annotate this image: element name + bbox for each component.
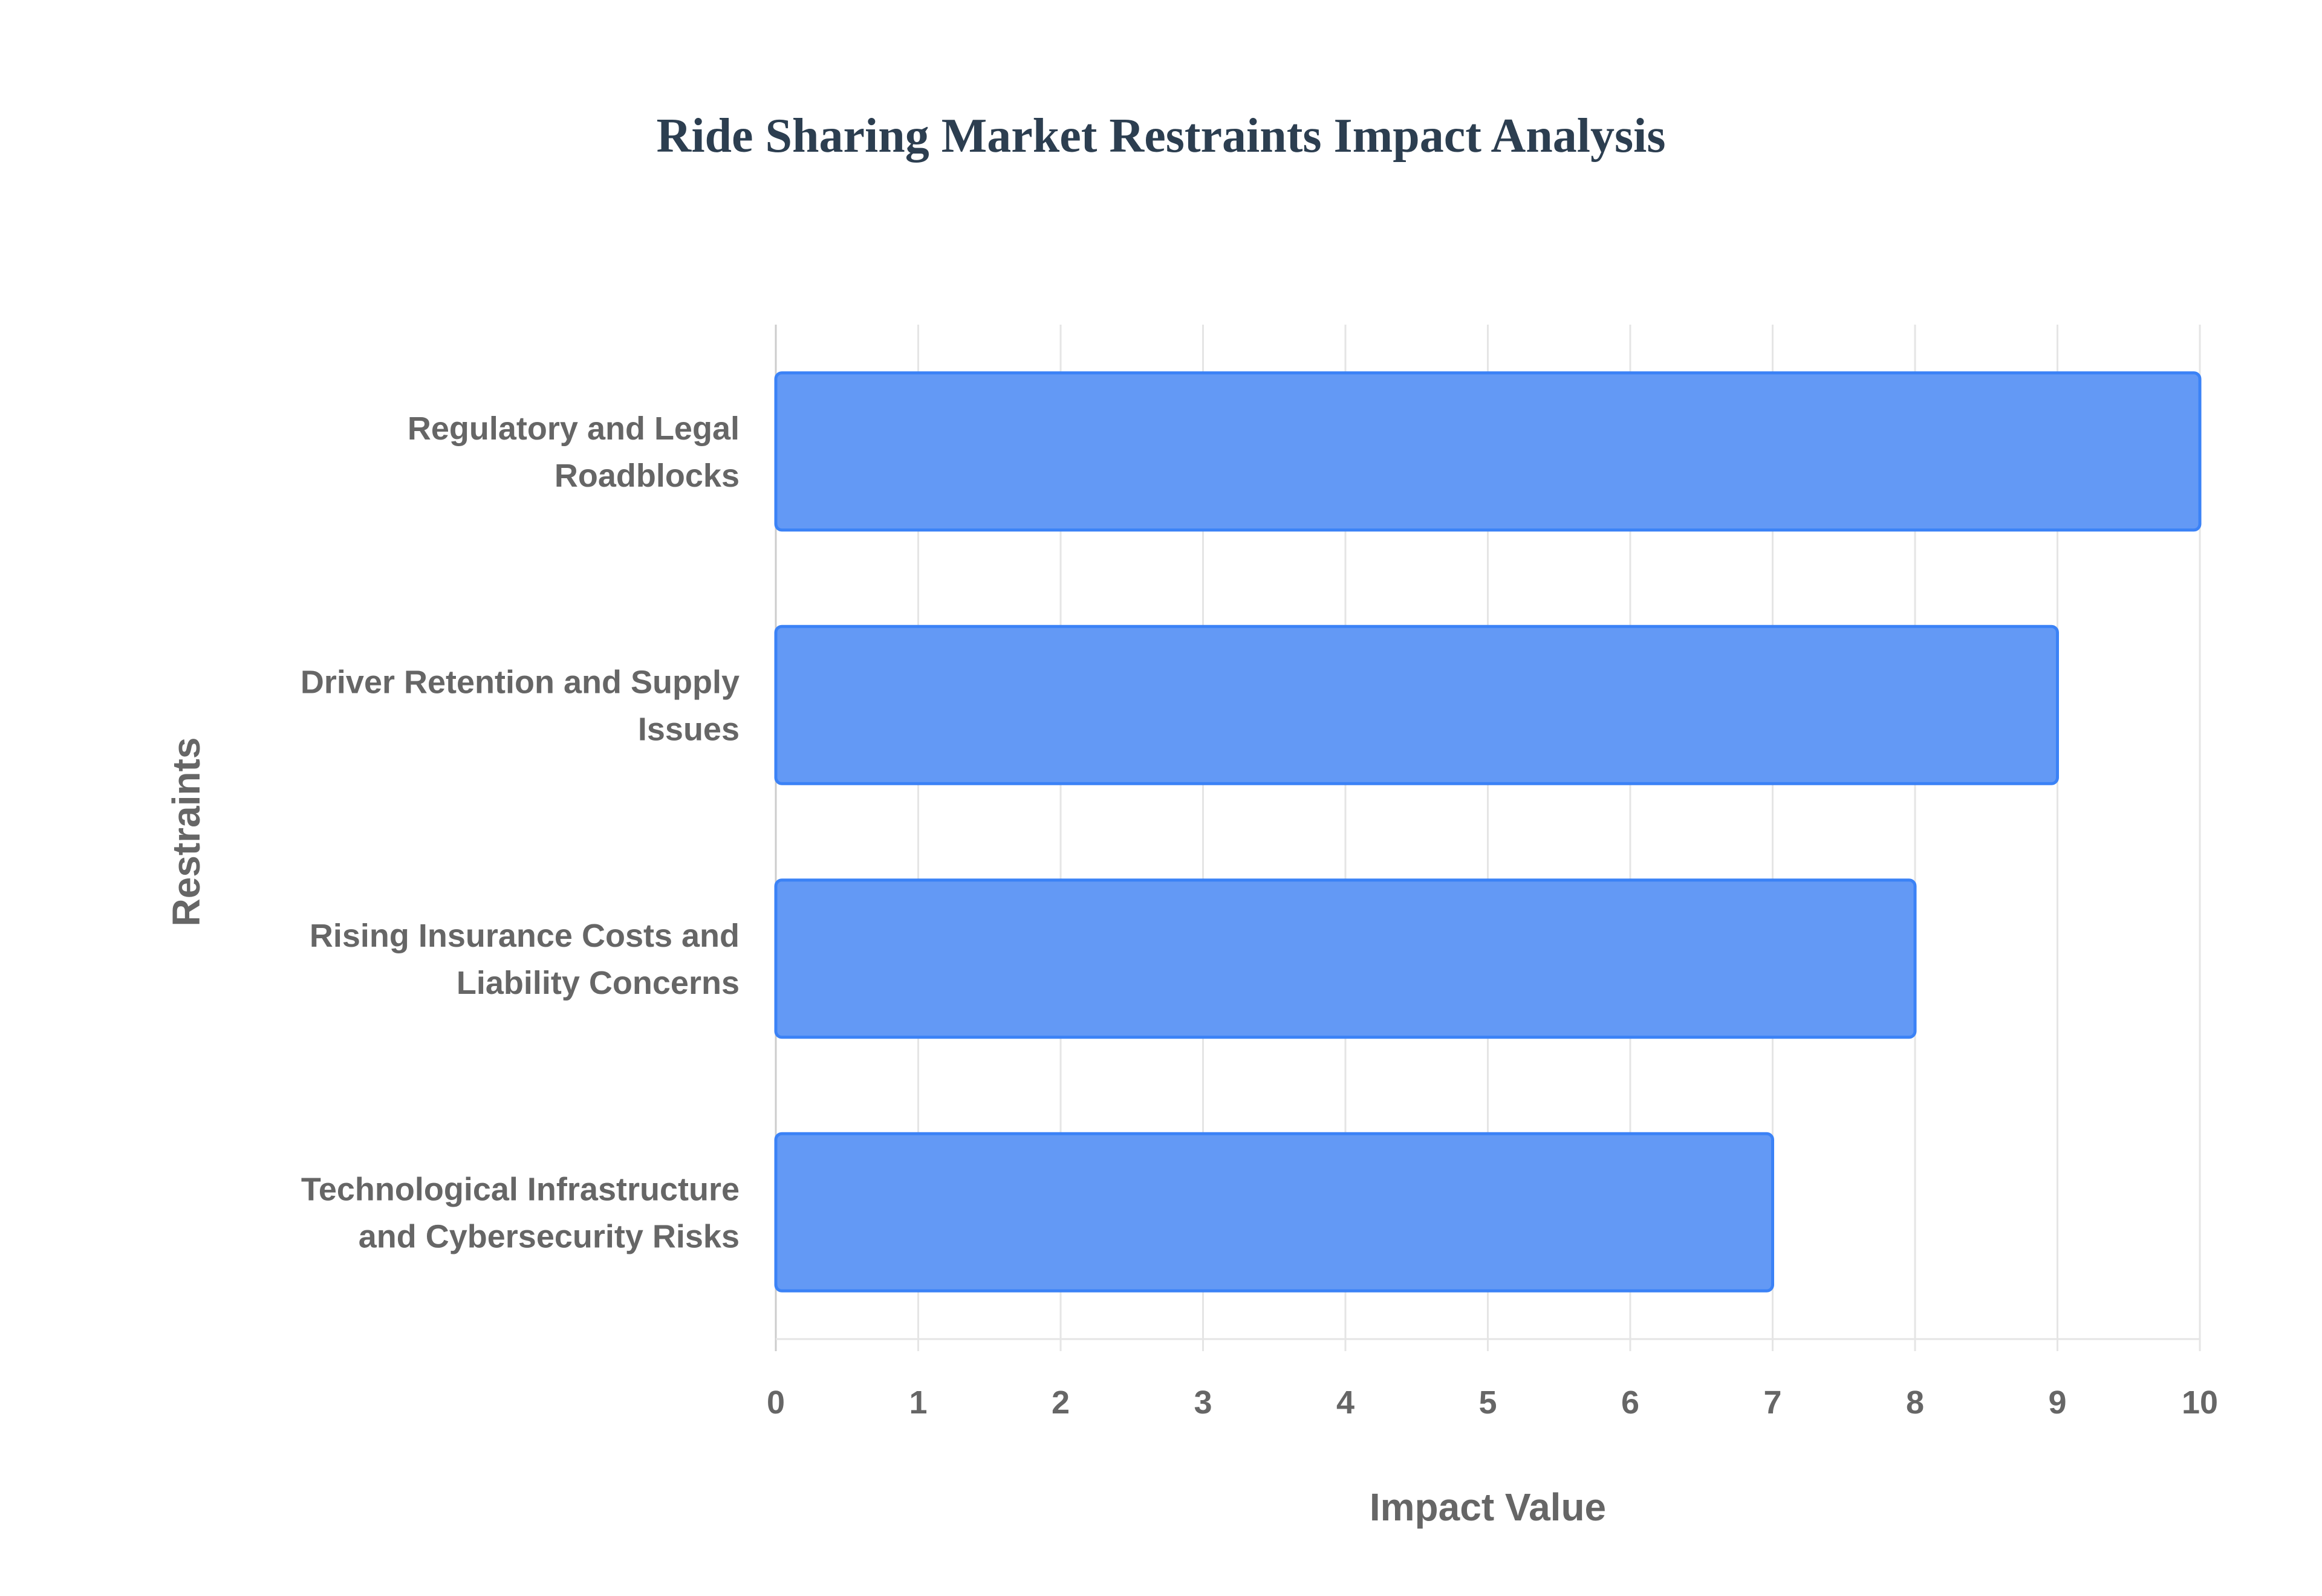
x-tick-label: 0 (767, 1384, 785, 1421)
x-tick-label: 4 (1336, 1384, 1354, 1421)
x-tick-label: 1 (909, 1384, 927, 1421)
y-axis-title: Restraints (164, 738, 208, 927)
y-tick-label: Rising Insurance Costs and Liability Conc… (310, 918, 740, 1001)
bar (774, 624, 2059, 785)
chart-title: Ride Sharing Market Restraints Impact An… (656, 109, 1666, 163)
x-tick-label: 10 (2182, 1384, 2218, 1421)
bar (774, 878, 1917, 1039)
x-tick-label: 2 (1052, 1384, 1070, 1421)
x-tick-label: 6 (1621, 1384, 1639, 1421)
x-tick-label: 9 (2048, 1384, 2066, 1421)
x-tick-label: 3 (1194, 1384, 1212, 1421)
bar (774, 371, 2202, 532)
y-tick-label: Technological Infrastructure and Cybersec… (301, 1171, 740, 1254)
x-tick-label: 7 (1763, 1384, 1781, 1421)
x-tick-label: 8 (1906, 1384, 1924, 1421)
bar (774, 1132, 1774, 1293)
x-tick-label: 5 (1478, 1384, 1497, 1421)
x-axis-title: Impact Value (1370, 1485, 1606, 1529)
y-tick-label: Driver Retention and Supply Issues (301, 664, 740, 747)
y-tick-label: Regulatory and Legal Roadblocks (408, 410, 740, 494)
